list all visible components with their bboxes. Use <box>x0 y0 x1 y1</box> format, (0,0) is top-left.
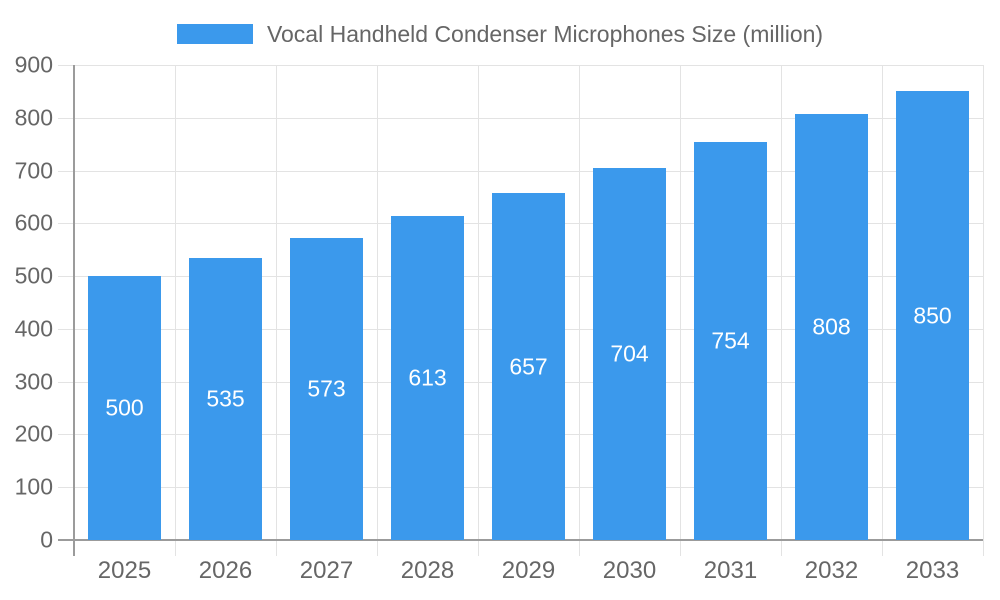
plot-area: 0 100 200 300 400 500 600 700 800 900 500 2025 535 20… <box>15 52 984 584</box>
bar-value-label: 613 <box>408 364 447 391</box>
y-tick-label: 300 <box>14 368 53 395</box>
bar-value-label: 535 <box>206 385 245 412</box>
v-gridline <box>579 65 580 556</box>
y-axis-line <box>73 65 75 556</box>
bar-value-label: 754 <box>711 327 750 354</box>
v-gridline <box>377 65 378 556</box>
bar[interactable]: 573 <box>290 237 363 540</box>
x-tick-label: 2032 <box>804 557 859 584</box>
bar-value-label: 704 <box>610 340 649 367</box>
legend-swatch <box>176 24 253 44</box>
bar-value-label: 657 <box>509 353 548 380</box>
x-tick-label: 2027 <box>299 557 354 584</box>
x-axis-line <box>58 539 983 541</box>
y-tick-label: 900 <box>14 51 53 78</box>
y-tick-label: 800 <box>14 104 53 131</box>
y-tick-label: 400 <box>14 315 53 342</box>
v-gridline <box>781 65 782 556</box>
bar[interactable]: 704 <box>593 168 666 540</box>
bar-value-label: 850 <box>913 302 952 329</box>
v-gridline <box>276 65 277 556</box>
y-tick-label: 200 <box>14 420 53 447</box>
x-tick-label: 2026 <box>198 557 253 584</box>
x-tick-label: 2025 <box>97 557 152 584</box>
v-gridline <box>175 65 176 556</box>
v-gridline <box>680 65 681 556</box>
bar[interactable]: 535 <box>189 257 262 540</box>
legend-label: Vocal Handheld Condenser Microphones Siz… <box>266 21 824 47</box>
bar[interactable]: 613 <box>391 216 464 540</box>
h-gridline <box>58 170 983 172</box>
bar-value-label: 573 <box>307 375 346 402</box>
x-tick-label: 2033 <box>905 557 960 584</box>
h-gridline <box>58 117 983 119</box>
bar-value-label: 500 <box>105 394 144 421</box>
y-tick-label: 500 <box>14 262 53 289</box>
v-gridline <box>478 65 479 556</box>
h-gridline <box>58 65 983 66</box>
legend-item[interactable]: Vocal Handheld Condenser Microphones Siz… <box>176 21 824 47</box>
v-gridline <box>983 65 984 556</box>
bar-value-label: 808 <box>812 313 851 340</box>
x-tick-label: 2031 <box>703 557 758 584</box>
bar[interactable]: 500 <box>88 276 161 540</box>
bar[interactable]: 754 <box>694 142 767 540</box>
y-tick-label: 100 <box>14 473 53 500</box>
x-tick-label: 2028 <box>400 557 455 584</box>
y-tick-label: 700 <box>14 157 53 184</box>
x-tick-label: 2030 <box>602 557 657 584</box>
v-gridline <box>882 65 883 556</box>
y-tick-label: 600 <box>14 209 53 236</box>
bar[interactable]: 657 <box>492 193 565 540</box>
bar[interactable]: 808 <box>795 113 868 540</box>
bar[interactable]: 850 <box>896 91 969 540</box>
x-tick-label: 2029 <box>501 557 556 584</box>
legend: Vocal Handheld Condenser Microphones Siz… <box>0 21 1000 47</box>
y-tick-label: 0 <box>40 526 53 553</box>
